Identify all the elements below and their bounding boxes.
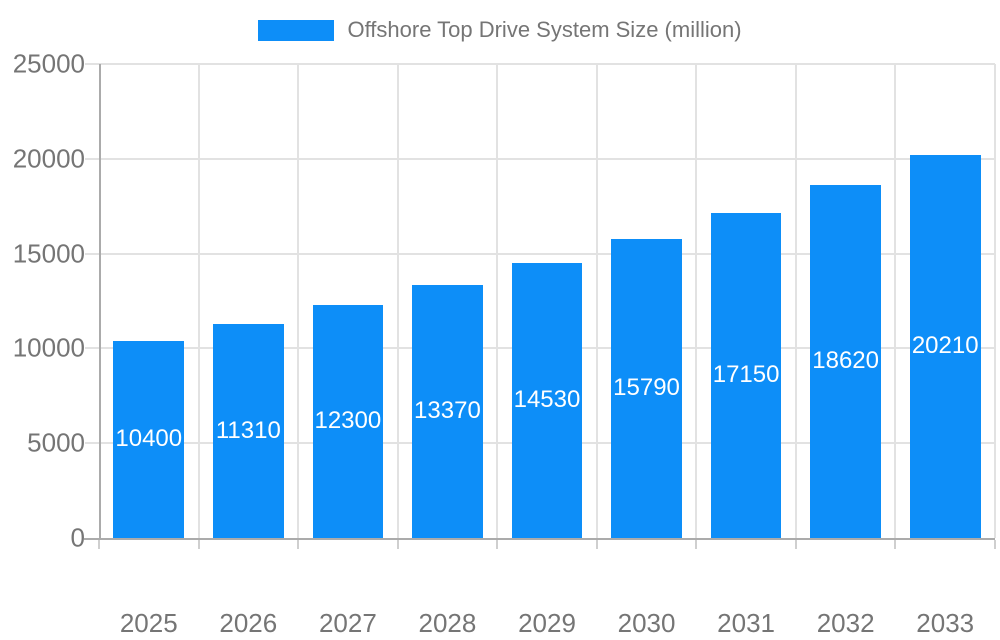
bar-value-label: 12300 [314, 407, 382, 435]
x-tick-mark [695, 540, 698, 549]
x-tick-mark [794, 540, 797, 549]
y-tick-label: 25000 [12, 48, 85, 79]
v-gridline [496, 64, 499, 538]
x-tick-label: 2033 [916, 608, 975, 638]
bar-chart: Offshore Top Drive System Size (million)… [0, 17, 1000, 636]
x-tick-label: 2030 [617, 608, 676, 638]
x-tick-mark [595, 540, 598, 549]
h-gridline [99, 252, 995, 255]
h-gridline [99, 157, 995, 160]
v-gridline [695, 64, 698, 538]
bar-value-label: 13370 [414, 397, 481, 425]
bar-2031: 17150 [710, 212, 782, 538]
x-tick-label: 2027 [318, 608, 377, 638]
y-axis-line [99, 64, 101, 540]
x-axis-labels: 2025 2026 2027 2028 2029 2030 2031 2032 2033 [99, 610, 995, 640]
plot-area: 10400 11310 12300 13370 14530 15790 17150 18620… [84, 63, 996, 636]
v-gridline [595, 64, 598, 538]
bar-value-label: 18620 [812, 347, 880, 375]
x-tick-mark [297, 540, 300, 549]
x-tick-label: 2031 [717, 608, 776, 638]
x-tick-label: 2029 [518, 608, 576, 638]
x-tick-label: 2028 [418, 608, 477, 638]
bars-layer: 10400 11310 12300 13370 14530 15790 17150 18620… [99, 64, 995, 538]
y-tick-mark [85, 157, 99, 160]
y-tick-label: 20000 [12, 143, 85, 174]
bar-2025: 10400 [113, 340, 185, 538]
x-tick-mark [197, 540, 200, 549]
y-tick-mark [85, 252, 99, 255]
y-tick-mark [85, 63, 99, 65]
x-tick-mark [496, 540, 499, 549]
y-tick-mark [85, 347, 99, 350]
legend-swatch [258, 19, 335, 41]
v-gridline [197, 64, 200, 538]
bar-2033: 20210 [909, 154, 981, 538]
v-gridline [794, 64, 797, 538]
v-gridline [396, 64, 399, 538]
y-tick-label: 15000 [12, 238, 85, 269]
bar-2028: 13370 [412, 284, 483, 538]
bar-2029: 14530 [511, 262, 583, 538]
v-gridline [894, 64, 897, 538]
y-tick-label: 5000 [27, 427, 85, 458]
bar-value-label: 14530 [513, 386, 581, 414]
x-tick-label: 2025 [119, 608, 178, 638]
h-gridline [99, 63, 995, 65]
y-tick-label: 0 [70, 522, 85, 553]
legend-title: Offshore Top Drive System Size (million) [347, 17, 742, 42]
bar-2027: 12300 [312, 304, 384, 538]
x-tick-label: 2032 [816, 608, 875, 638]
bar-value-label: 20210 [911, 332, 979, 360]
x-axis-line [84, 538, 995, 540]
v-gridline [994, 64, 996, 538]
bar-value-label: 15790 [613, 374, 680, 402]
v-gridline [297, 64, 300, 538]
y-tick-mark [85, 442, 99, 445]
x-tick-mark [98, 540, 100, 549]
x-tick-mark [994, 540, 996, 549]
bar-2032: 18620 [810, 184, 881, 538]
bar-2026: 11310 [212, 323, 284, 538]
bar-value-label: 10400 [115, 425, 183, 453]
x-tick-mark [894, 540, 897, 549]
y-tick-label: 10000 [12, 332, 85, 363]
x-tick-label: 2026 [219, 608, 278, 638]
bar-value-label: 17150 [712, 361, 780, 389]
bar-2030: 15790 [611, 238, 682, 538]
x-tick-mark [396, 540, 399, 549]
legend: Offshore Top Drive System Size (million) [0, 17, 1000, 43]
bar-value-label: 11310 [215, 416, 281, 444]
